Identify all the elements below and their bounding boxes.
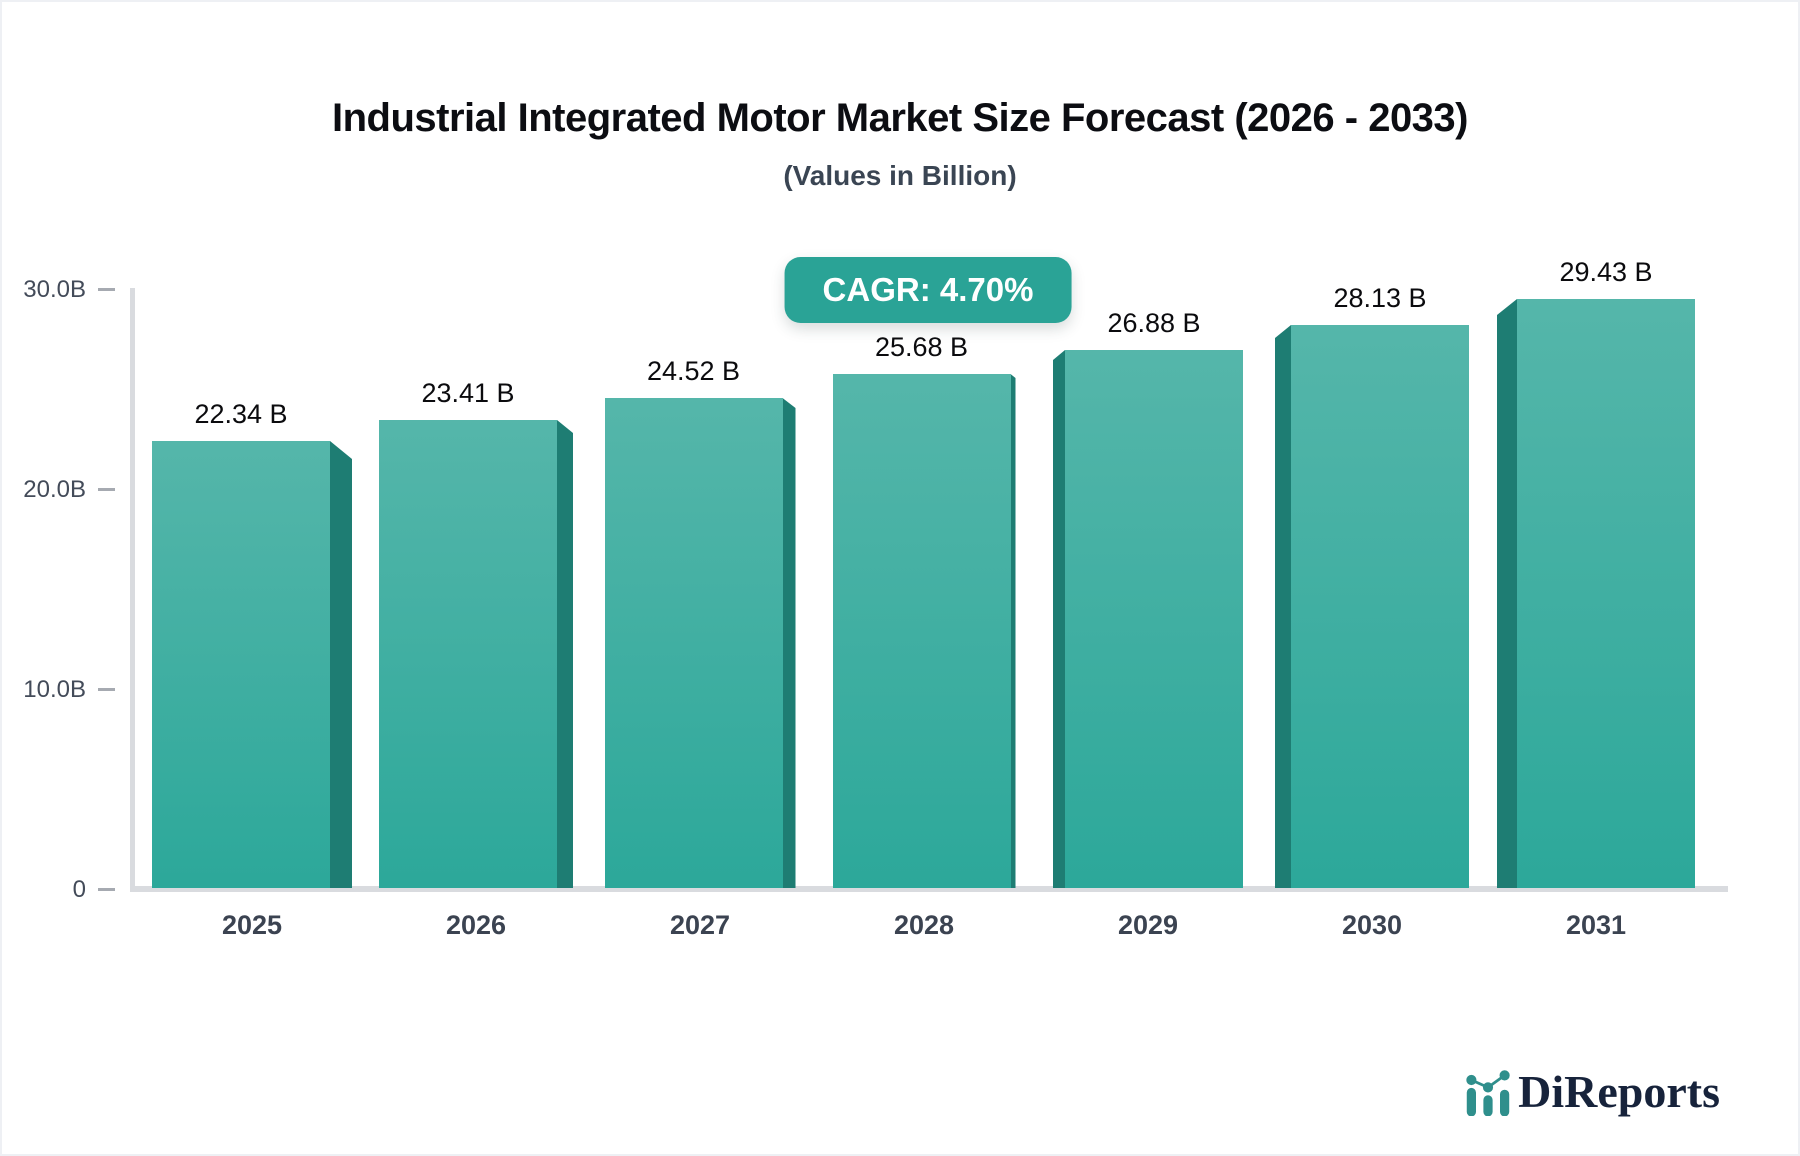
- y-axis-line: [130, 288, 135, 892]
- bar-face: [604, 398, 783, 888]
- x-tick-label: 2029: [1117, 910, 1179, 940]
- bar-3d-side: [1053, 350, 1065, 888]
- y-tick-label: 30.0B: [23, 276, 86, 303]
- bar-face: [152, 441, 330, 888]
- chart-title: Industrial Integrated Motor Market Size …: [331, 96, 1469, 140]
- y-tick-label: 20.0B: [23, 476, 86, 503]
- bar-face: [1065, 350, 1243, 888]
- bar-2031: [1497, 299, 1695, 888]
- direports-logo: DiReports: [1464, 1068, 1720, 1116]
- bar-face: [1517, 299, 1695, 888]
- direports-logo-icon: [1466, 1070, 1510, 1116]
- bar-value-label: 22.34 B: [194, 399, 288, 429]
- direports-logo-text: DiReports: [1518, 1066, 1720, 1117]
- bar-face: [1291, 325, 1469, 888]
- x-tick-label: 2027: [669, 910, 731, 940]
- bar-value-label: 28.13 B: [1333, 283, 1427, 313]
- x-tick-label: 2025: [221, 910, 283, 940]
- y-tick-mark: [98, 288, 115, 291]
- bar-3d-side: [557, 420, 573, 888]
- x-tick-label: 2031: [1565, 910, 1627, 940]
- bar-2026: [379, 420, 573, 888]
- chart-subtitle: (Values in Billion): [783, 160, 1017, 191]
- bar-value-label: 24.52 B: [646, 356, 741, 386]
- bar-value-label: 23.41 B: [421, 378, 515, 408]
- bar-face: [379, 420, 557, 888]
- y-tick-mark: [98, 688, 115, 691]
- bar-2030: [1275, 325, 1469, 888]
- bar-3d-side: [782, 398, 796, 888]
- bar-3d-side: [330, 441, 352, 888]
- x-axis-line: [130, 886, 1728, 892]
- y-tick-mark: [98, 888, 115, 891]
- bar-2025: [152, 441, 352, 888]
- cagr-badge: CAGR: 4.70%: [784, 257, 1072, 323]
- x-tick-label: 2026: [445, 910, 507, 940]
- bar-2029: [1053, 350, 1243, 888]
- x-tick-label: 2028: [893, 910, 955, 940]
- bar-3d-side: [1275, 325, 1291, 888]
- bar-3d-side: [1010, 374, 1016, 888]
- bar-3d-side: [1497, 299, 1517, 888]
- x-tick-label: 2030: [1341, 910, 1403, 940]
- y-tick-mark: [98, 488, 115, 491]
- y-tick-label: 0: [72, 876, 86, 903]
- bar-2028: [832, 374, 1016, 888]
- bar-value-label: 26.88 B: [1107, 308, 1201, 338]
- bar-value-label: 25.68 B: [874, 332, 969, 362]
- bar-2027: [604, 398, 796, 888]
- bar-value-label: 29.43 B: [1559, 257, 1653, 287]
- y-tick-label: 10.0B: [23, 676, 86, 703]
- bar-face: [832, 374, 1011, 888]
